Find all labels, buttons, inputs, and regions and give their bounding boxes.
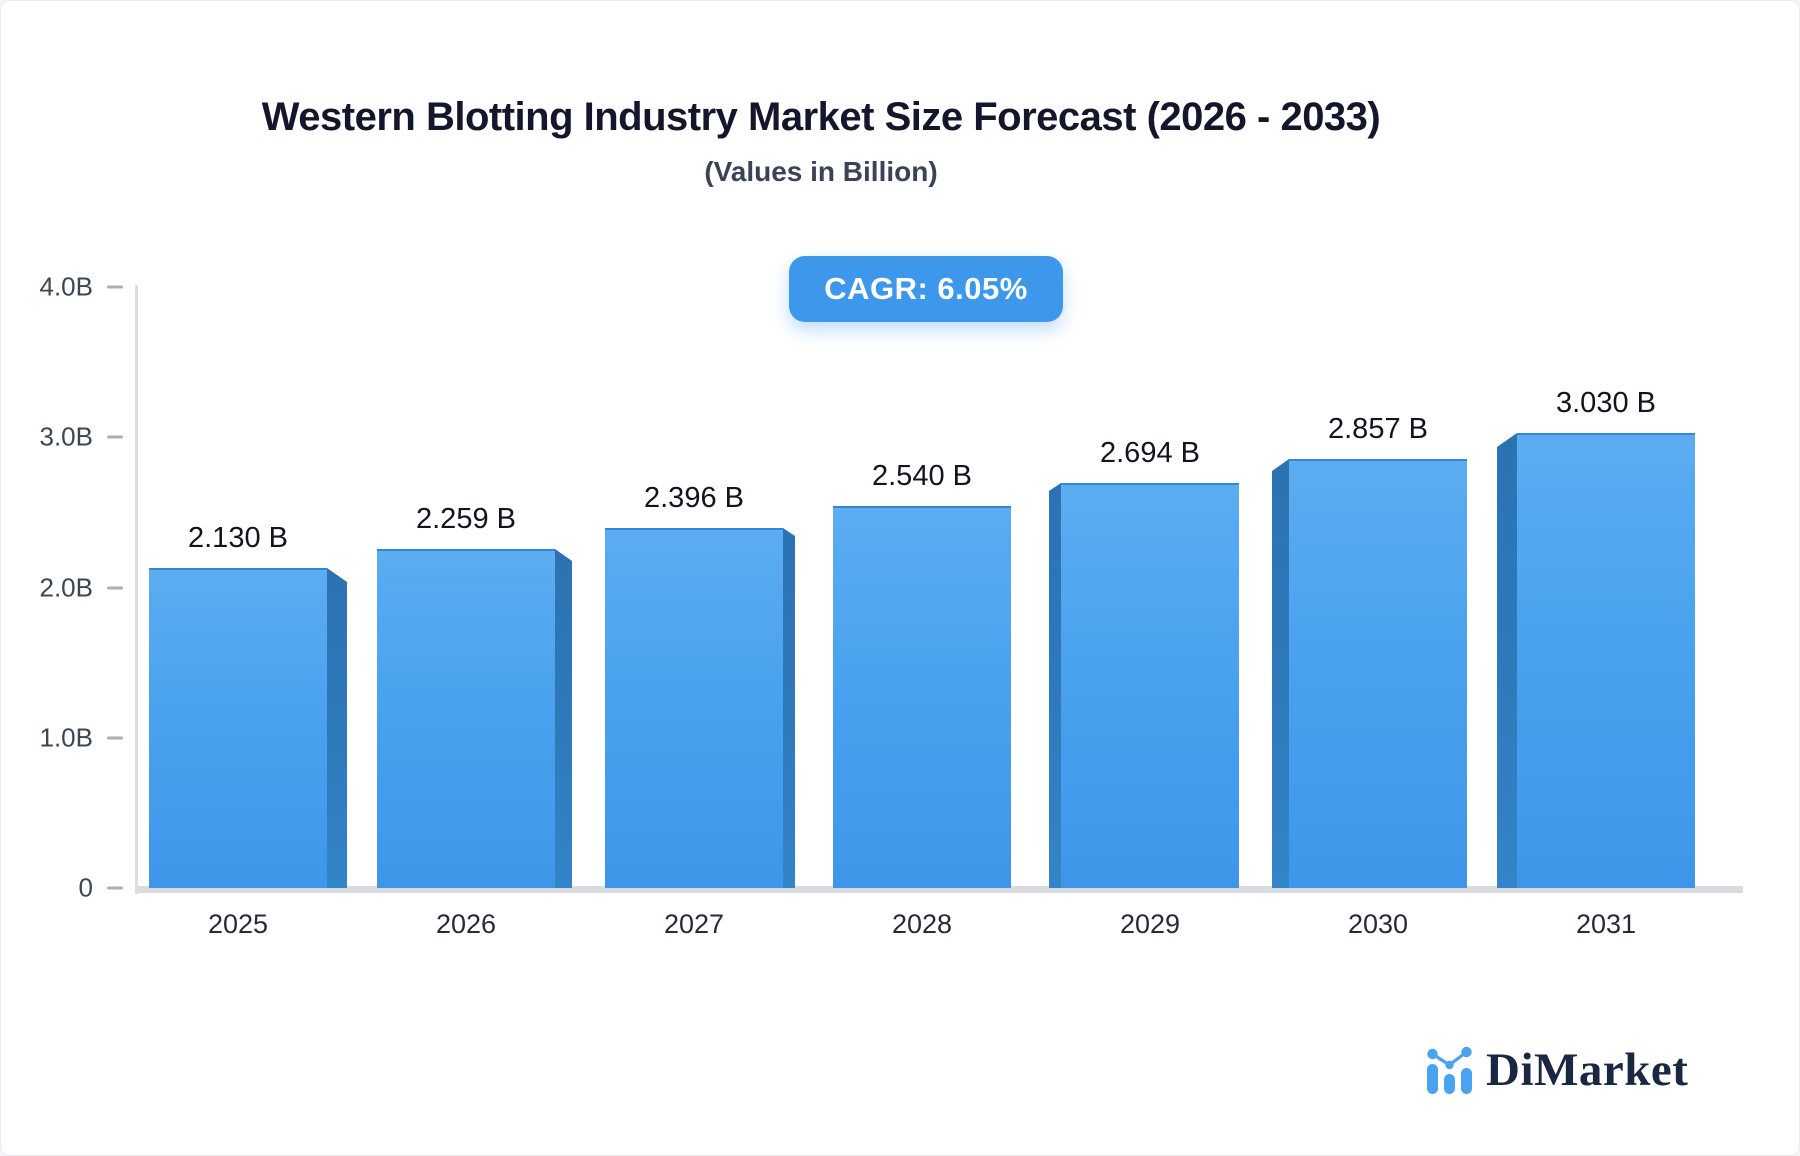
- brand-name: DiMarket: [1486, 1044, 1689, 1096]
- y-axis-label: 1.0B: [39, 722, 94, 753]
- title-block: Western Blotting Industry Market Size Fo…: [1, 95, 1641, 188]
- bar-side-2025: [327, 568, 347, 888]
- bar-side-2029: [1049, 483, 1061, 888]
- bar-2025: [149, 568, 327, 888]
- cagr-badge-label: CAGR: 6.05%: [824, 271, 1028, 306]
- bar-chart-logo-icon: [1427, 1046, 1472, 1094]
- y-axis-tick: [107, 886, 123, 890]
- y-axis-tick: [107, 285, 123, 289]
- y-axis-tick: [107, 586, 123, 590]
- bar-2030: [1289, 459, 1467, 888]
- bar-side-2031: [1497, 433, 1517, 888]
- bar-2031: [1517, 433, 1695, 888]
- bar-value-label: 2.259 B: [416, 503, 516, 535]
- y-axis-label: 4.0B: [39, 271, 94, 302]
- bar-2028: [833, 506, 1011, 888]
- x-axis-label-2030: 2030: [1347, 909, 1409, 939]
- bar-side-2027: [783, 528, 795, 888]
- bar-value-label: 2.130 B: [188, 522, 288, 554]
- x-axis-label-2031: 2031: [1575, 909, 1637, 939]
- x-axis-label-2029: 2029: [1119, 909, 1181, 939]
- x-axis-line: [137, 886, 1743, 893]
- x-axis-label-2028: 2028: [891, 909, 953, 939]
- y-axis-line: [135, 285, 138, 894]
- bar-2026: [377, 549, 555, 888]
- x-axis-label-2025: 2025: [207, 909, 269, 939]
- y-axis-tick: [107, 435, 123, 439]
- bar-value-label: 2.694 B: [1100, 437, 1200, 469]
- bar-value-label: 3.030 B: [1556, 387, 1656, 419]
- bar-value-label: 2.396 B: [644, 482, 744, 514]
- x-axis-label-2027: 2027: [663, 909, 725, 939]
- bar-side-2026: [555, 549, 572, 888]
- bar-2029: [1061, 483, 1239, 888]
- bar-value-label: 2.540 B: [872, 460, 972, 492]
- y-axis-tick: [107, 736, 123, 740]
- cagr-badge: CAGR: 6.05%: [789, 256, 1063, 322]
- chart-title: Western Blotting Industry Market Size Fo…: [261, 95, 1381, 139]
- y-axis-label: 2.0B: [39, 572, 94, 603]
- brand-logo: DiMarket: [1425, 1043, 1688, 1097]
- chart-subtitle: (Values in Billion): [704, 156, 938, 187]
- bar-value-label: 2.857 B: [1328, 413, 1428, 445]
- y-axis-label: 3.0B: [39, 421, 94, 452]
- bar-side-2030: [1272, 459, 1289, 888]
- y-axis-label: 0: [78, 872, 93, 903]
- bar-2027: [605, 528, 783, 888]
- x-axis-label-2026: 2026: [435, 909, 497, 939]
